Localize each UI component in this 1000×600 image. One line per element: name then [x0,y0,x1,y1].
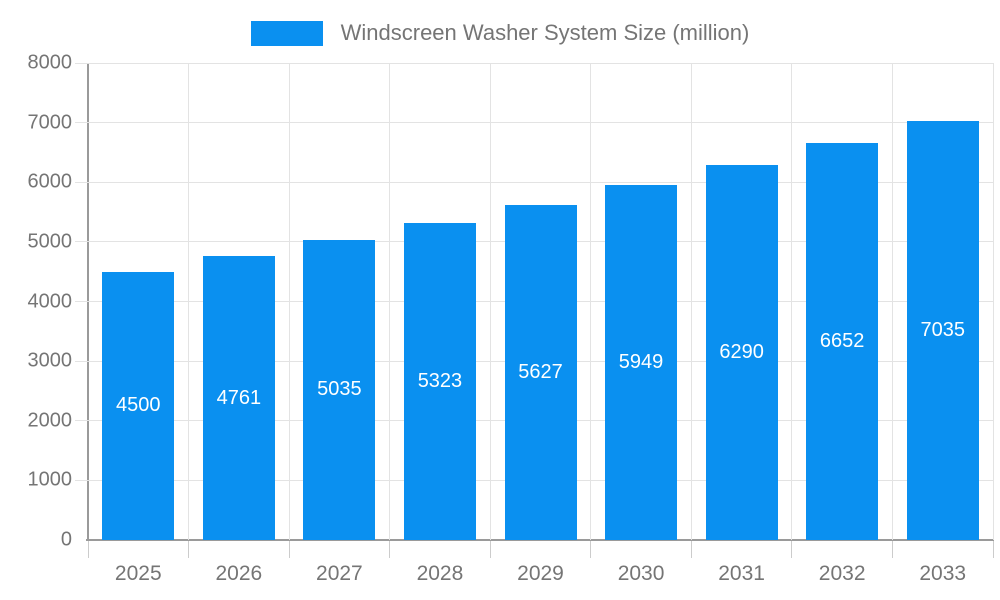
bar-value-label: 4761 [216,386,262,409]
x-axis-tick-label: 2030 [617,562,665,585]
bar-value-label: 7035 [920,318,965,341]
y-axis-tick-label: 7000 [27,111,73,134]
bar-value-label: 5627 [518,360,563,383]
v-gridline [590,63,592,540]
y-axis-tick-label: 5000 [27,230,73,253]
x-axis-tick-label: 2029 [517,562,564,585]
bar-value-label: 5949 [618,351,664,374]
bar[interactable]: 5627 [504,204,577,540]
h-gridline [75,181,993,183]
bar[interactable]: 5949 [605,185,678,540]
x-axis-tick-label: 2031 [718,562,765,585]
x-axis-tick [992,541,994,558]
chart-legend[interactable]: Windscreen Washer System Size (million) [0,20,1000,46]
y-axis-tick-label: 1000 [27,468,73,491]
x-axis-tick-label: 2033 [919,562,967,585]
x-axis-tick [188,541,190,558]
bar[interactable]: 7035 [906,120,979,540]
y-axis-tick-label: 6000 [27,170,73,193]
y-axis-tick-label: 4000 [27,290,73,312]
x-axis-tick-label: 2032 [818,562,866,585]
h-gridline [75,122,993,124]
y-axis-tick-label: 8000 [27,51,73,74]
x-axis-tick-label: 2026 [215,562,263,585]
bar-value-label: 6652 [819,330,865,353]
x-axis-line [86,539,994,541]
bar[interactable]: 5035 [303,239,376,540]
x-axis-tick [891,541,893,558]
v-gridline [791,63,793,540]
y-axis-tick-label: 0 [60,528,72,551]
v-gridline [690,63,692,540]
bar[interactable]: 5323 [403,222,476,540]
bar-value-label: 6290 [719,340,764,363]
x-axis-tick [288,541,290,558]
v-gridline [891,63,893,540]
bar-value-label: 5035 [317,378,362,401]
legend-label: Windscreen Washer System Size (million) [340,20,750,45]
bar[interactable]: 4761 [202,256,275,540]
x-axis-tick-label: 2028 [416,562,464,585]
x-axis-tick [791,541,793,558]
bar[interactable]: 6290 [705,164,778,540]
v-gridline [489,63,491,540]
v-gridline [992,63,994,540]
y-axis-tick-label: 2000 [27,409,73,432]
x-axis-tick [389,541,391,558]
x-axis-tick-label: 2025 [114,562,162,585]
x-axis-tick-label: 2027 [316,562,363,585]
x-axis-tick [87,541,89,558]
bar-value-label: 4500 [116,394,161,417]
x-axis-tick [690,541,692,558]
plot-area: 0 1000 2000 3000 4000 5000 6000 7000 8000 4500 202… [28,52,994,585]
bar[interactable]: 4500 [102,271,175,540]
x-axis-tick [590,541,592,558]
bar[interactable]: 6652 [806,143,879,540]
x-axis-tick [489,541,491,558]
legend-swatch-icon [250,20,323,46]
bar-value-label: 5323 [417,369,463,392]
v-gridline [389,63,391,540]
v-gridline [188,63,190,540]
v-gridline [288,63,290,540]
y-axis-tick-label: 3000 [27,349,73,372]
h-gridline [75,62,993,64]
